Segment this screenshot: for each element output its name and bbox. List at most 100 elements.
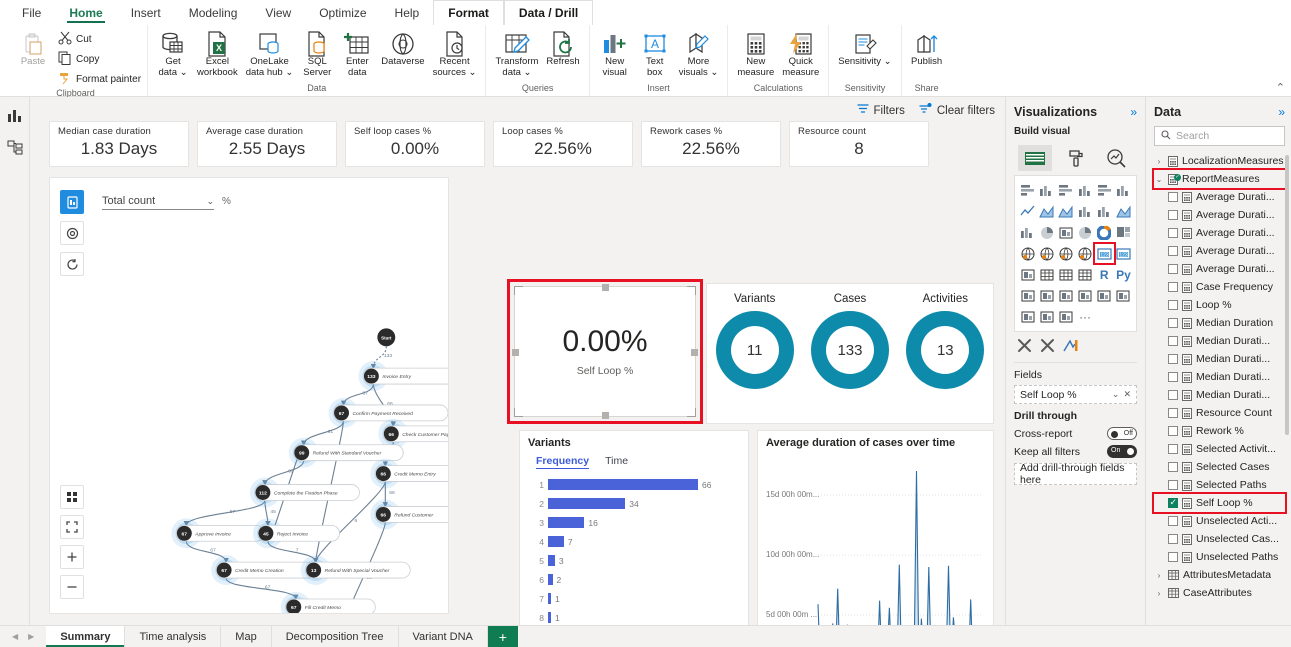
measure-item[interactable]: Self Loop % [1152,492,1287,514]
format-tools-icon[interactable] [1039,338,1056,356]
resize-handle-e[interactable] [691,348,698,356]
donut-kpi-group[interactable]: Variants 11 Cases 133 Activities 13 [706,283,994,424]
slicer-icon[interactable] [1037,265,1056,284]
ribbon-tab-help[interactable]: Help [394,5,420,20]
measure-item[interactable]: Average Durati... [1154,188,1285,206]
new-measure-button[interactable]: New measure [734,29,777,80]
measure-item[interactable]: Resource Count [1154,404,1285,422]
excel-workbook-button[interactable]: X Excel workbook [194,29,241,80]
cross-report-toggle[interactable]: Off [1107,427,1137,440]
dataverse-button[interactable]: Dataverse [378,29,427,70]
cut-button[interactable]: Cut [58,31,141,48]
treemap-icon[interactable] [1114,223,1133,242]
clustered-column-chart-icon[interactable] [1075,181,1094,200]
get-data-button[interactable]: Get data ⌄ [154,29,192,80]
clustered-bar-chart-icon[interactable] [1056,181,1075,200]
100-stacked-column-chart-icon[interactable] [1114,181,1133,200]
measure-checkbox[interactable] [1168,462,1178,472]
ribbon-tab-optimize[interactable]: Optimize [319,5,367,20]
chevron-right-icon[interactable]: ▶ [28,632,35,641]
variant-row[interactable]: 1 66 [528,475,740,494]
kpi-card[interactable]: Self loop cases % 0.00% [345,121,485,167]
kpi-card[interactable]: Average case duration 2.55 Days [197,121,337,167]
self-loop-card-visual[interactable]: 0.00% Self Loop % [512,284,698,419]
chevron-right-icon[interactable]: › [1157,588,1161,598]
power-apps-icon[interactable] [1018,307,1037,326]
measure-checkbox[interactable] [1168,318,1178,328]
measure-item[interactable]: Average Durati... [1154,206,1285,224]
area-chart-icon[interactable] [1037,202,1056,221]
resize-handle-w[interactable] [512,348,519,356]
data-table-reportmeasures[interactable]: ⌄ ✓ ReportMeasures [1152,168,1287,190]
variants-tab-time[interactable]: Time [605,455,629,467]
measure-checkbox[interactable] [1168,192,1178,202]
page-tab-map[interactable]: Map [221,626,272,647]
clear-filters-button[interactable]: Clear filters [919,103,995,118]
donut-chart-icon[interactable] [1095,223,1114,242]
waterfall-chart-icon[interactable] [1018,223,1037,242]
decomposition-tree-icon[interactable] [1037,286,1056,305]
page-tab-time-analysis[interactable]: Time analysis [125,626,222,647]
line-stacked-column-icon[interactable] [1075,202,1094,221]
ribbon-tab-modeling[interactable]: Modeling [188,5,238,20]
build-visual-tab[interactable] [1017,145,1052,171]
resize-handle-sw[interactable] [514,408,523,417]
more-visuals-button[interactable]: More visuals ⌄ [676,29,722,80]
measure-checkbox[interactable] [1168,300,1178,310]
keep-all-filters-toggle[interactable]: On [1107,445,1137,458]
format-painter-button[interactable]: Format painter [58,71,141,88]
multi-row-card-icon[interactable]: 123 [1114,244,1133,263]
measure-checkbox[interactable] [1168,480,1178,490]
arcgis-map-icon[interactable] [1056,244,1075,263]
measure-item[interactable]: Unselected Paths [1154,548,1285,566]
ribbon-tab-home[interactable]: Home [55,0,116,25]
page-tab-variant-dna[interactable]: Variant DNA [398,626,488,647]
chevron-right-icon[interactable]: › [1157,156,1161,166]
resize-handle-ne[interactable] [687,286,696,295]
ribbon-tab-format[interactable]: Format [433,0,504,25]
measure-item[interactable]: Rework % [1154,422,1285,440]
measure-item[interactable]: Average Durati... [1154,242,1285,260]
measure-checkbox[interactable] [1168,354,1178,364]
ribbon-tab-insert[interactable]: Insert [130,5,161,20]
analytics-tools-icon[interactable] [1062,338,1079,356]
map-measure-dropdown[interactable]: Total count ⌄ [102,195,214,210]
measure-item[interactable]: Loop % [1154,296,1285,314]
matrix-icon[interactable] [1075,265,1094,284]
report-view-icon[interactable] [4,105,26,125]
data-pane-scrollbar[interactable] [1285,155,1289,435]
resize-handle-s[interactable] [602,412,609,419]
measure-checkbox[interactable] [1168,426,1178,436]
metrics-icon[interactable] [60,221,84,245]
scatter-chart-icon[interactable] [1056,223,1075,242]
funnel-chart-icon[interactable] [1037,223,1056,242]
data-table-attributesmetadata[interactable]: › AttributesMetadata [1154,566,1285,584]
zoom-out-icon[interactable] [60,575,84,599]
remove-field-icon[interactable]: ✕ [1123,389,1131,399]
resize-handle-se[interactable] [687,408,696,417]
donut-kpi[interactable]: Variants 11 [707,284,802,423]
measure-checkbox[interactable] [1168,246,1178,256]
table-icon[interactable] [1056,265,1075,284]
measure-item[interactable]: Median Durati... [1154,386,1285,404]
python-script-icon[interactable]: Py [1116,267,1131,282]
measure-checkbox[interactable] [1168,228,1178,238]
variant-row[interactable]: 2 34 [528,494,740,513]
measure-item[interactable]: Selected Paths [1154,476,1285,494]
measure-checkbox[interactable] [1168,552,1178,562]
metrics-trophy-icon[interactable] [1095,286,1114,305]
100-stacked-bar-chart-icon[interactable] [1095,181,1114,200]
measure-checkbox[interactable] [1168,408,1178,418]
measure-item[interactable]: Unselected Acti... [1154,512,1285,530]
copy-button[interactable]: Copy [58,51,141,68]
transform-data-button[interactable]: Transform data ⌄ [492,29,541,80]
r-script-icon[interactable]: R [1099,267,1109,282]
measure-item[interactable]: Unselected Cas... [1154,530,1285,548]
kpi-icon[interactable] [1018,265,1037,284]
new-visual-button[interactable]: New visual [596,29,634,80]
measure-checkbox[interactable] [1168,336,1178,346]
variants-visual[interactable]: Variants Frequency Time 1 66 2 34 3 16 4 7 5 3 6 2 7 1… [519,430,749,625]
line-clustered-column-icon[interactable] [1095,202,1114,221]
